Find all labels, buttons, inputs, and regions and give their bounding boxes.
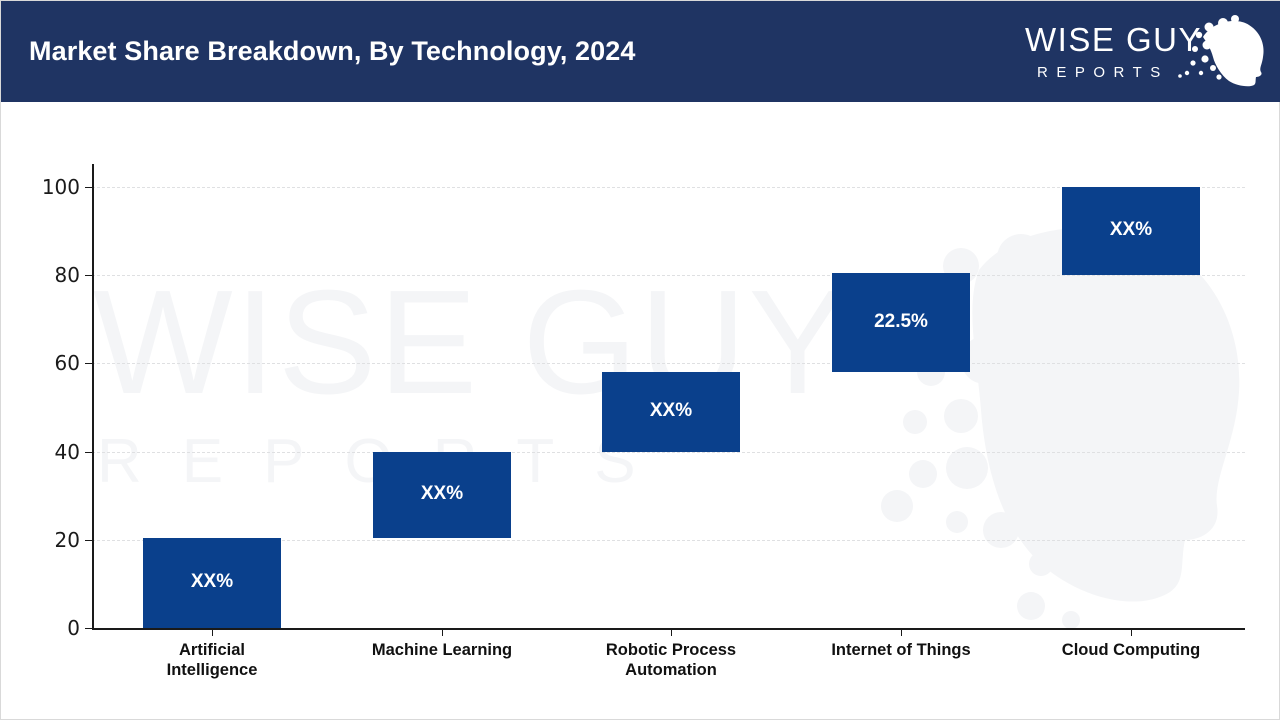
x-axis-label-cloud-computing: Cloud Computing: [1021, 640, 1241, 660]
x-axis-label-line-2: Intelligence: [166, 661, 258, 679]
y-tick-0: [85, 628, 93, 629]
x-axis-label-machine-learning: Machine Learning: [332, 640, 552, 660]
gridline-80: [92, 275, 1245, 276]
bar-robotic-process-automation[interactable]: [602, 372, 740, 452]
y-tick-label-0: 0: [67, 616, 80, 640]
y-tick-80: [85, 275, 93, 276]
x-axis-label-line-1: Cloud Computing: [1061, 641, 1201, 659]
bar-artificial-intelligence[interactable]: [143, 538, 281, 628]
chart-area: WISE GUY REPORTS: [1, 102, 1279, 719]
x-tick-0: [212, 628, 213, 636]
y-tick-label-80: 80: [54, 263, 80, 287]
y-tick-40: [85, 452, 93, 453]
x-axis-line: [92, 628, 1245, 630]
x-axis-label-robotic-process-automation: Robotic Process Automation: [561, 640, 781, 680]
y-tick-label-40: 40: [54, 440, 80, 464]
x-axis-label-line-2: Automation: [625, 661, 717, 679]
y-tick-label-20: 20: [54, 528, 80, 552]
y-tick-20: [85, 540, 93, 541]
x-axis-label-line-1: Artificial: [178, 641, 246, 659]
bar-internet-of-things[interactable]: [832, 273, 970, 372]
svg-text:REPORTS: REPORTS: [1037, 64, 1169, 81]
bar-machine-learning[interactable]: [373, 452, 511, 538]
y-tick-label-100: 100: [41, 175, 80, 199]
x-axis-label-artificial-intelligence: Artificial Intelligence: [102, 640, 322, 680]
bar-label-internet-of-things: 22.5%: [874, 311, 928, 332]
y-tick-label-60: 60: [54, 351, 80, 375]
x-axis-label-line-1: Robotic Process: [605, 641, 737, 659]
y-axis-line: [92, 164, 94, 629]
bar-label-cloud-computing: XX%: [1109, 219, 1153, 240]
x-tick-1: [442, 628, 443, 636]
bar-cloud-computing[interactable]: [1062, 187, 1200, 275]
x-tick-3: [901, 628, 902, 636]
bar-label-artificial-intelligence: XX%: [190, 571, 234, 592]
bar-label-robotic-process-automation: XX%: [649, 400, 693, 421]
y-tick-100: [85, 187, 93, 188]
bar-label-machine-learning: XX%: [420, 483, 464, 504]
x-axis-label-line-1: Machine Learning: [371, 641, 513, 659]
x-axis-label-internet-of-things: Internet of Things: [791, 640, 1011, 660]
gridline-40: [92, 452, 1245, 453]
y-tick-60: [85, 363, 93, 364]
gridline-60: [92, 363, 1245, 364]
wise-guy-reports-logo: WISE GUY REPORTS: [1023, 13, 1273, 91]
svg-text:WISE GUY: WISE GUY: [1025, 21, 1202, 58]
gridline-100: [92, 187, 1245, 188]
page-header: Market Share Breakdown, By Technology, 2…: [1, 1, 1280, 102]
gridline-20: [92, 540, 1245, 541]
x-axis-label-line-1: Internet of Things: [831, 641, 971, 659]
x-tick-4: [1131, 628, 1132, 636]
page-title: Market Share Breakdown, By Technology, 2…: [29, 36, 636, 66]
plot-region: 100 80 60 40 20 0 XX% XX% XX% 22.5% XX%: [1, 102, 1279, 719]
x-tick-2: [671, 628, 672, 636]
